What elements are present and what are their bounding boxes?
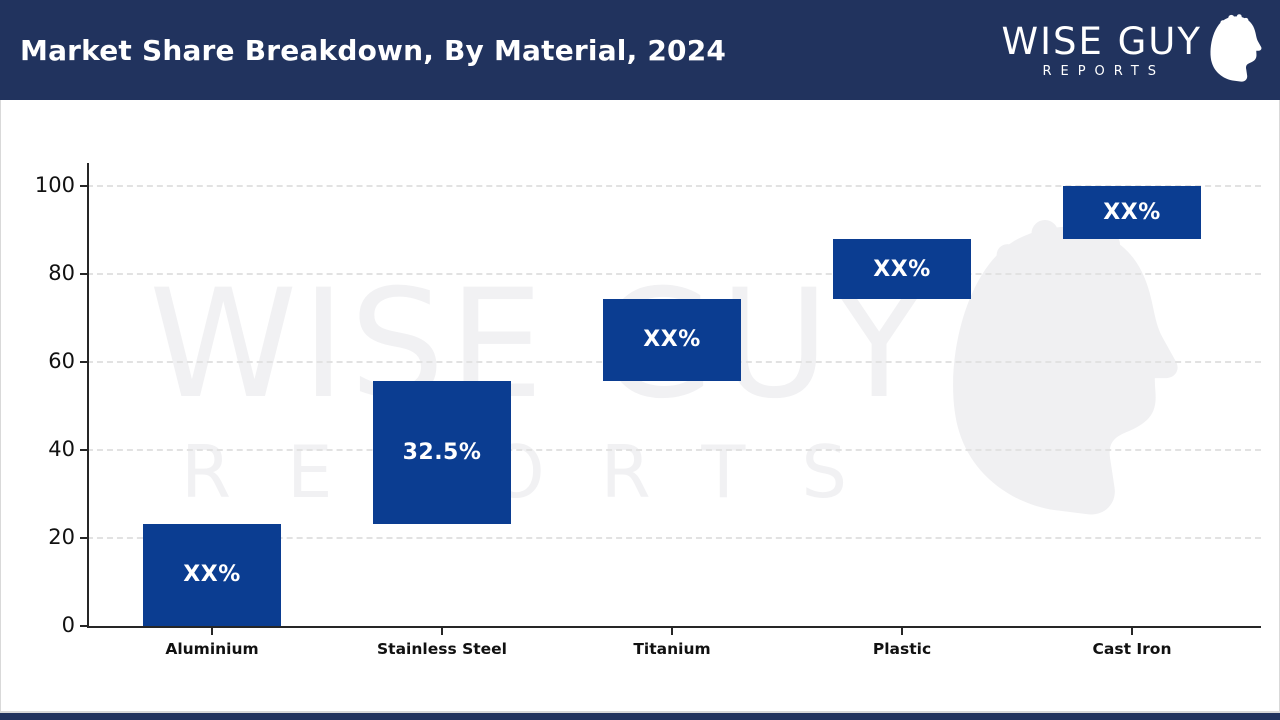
y-tick-mark xyxy=(80,537,88,539)
x-tick-mark xyxy=(441,628,443,635)
bar: XX% xyxy=(143,523,281,626)
bar-value-label: XX% xyxy=(1103,199,1161,225)
x-axis xyxy=(87,626,1261,628)
y-tick-label: 100 xyxy=(34,173,75,197)
bar-value-label: XX% xyxy=(643,327,701,353)
brand-wordmark: WISE GUY REPORTS xyxy=(1002,22,1202,80)
x-category-label: Aluminium xyxy=(165,640,259,658)
x-category-label: Stainless Steel xyxy=(377,640,507,658)
brand-name: WISE GUY xyxy=(1001,20,1202,63)
x-tick-mark xyxy=(1131,628,1133,635)
bar: XX% xyxy=(833,238,971,300)
x-tick-mark xyxy=(211,628,213,635)
y-tick-mark xyxy=(80,273,88,275)
bar: XX% xyxy=(1063,186,1201,239)
y-tick-label: 20 xyxy=(48,525,75,549)
x-category-label: Cast Iron xyxy=(1092,640,1172,658)
footer-accent-bar xyxy=(0,713,1280,720)
y-axis xyxy=(87,163,89,628)
y-tick-label: 60 xyxy=(48,349,75,373)
y-tick-label: 0 xyxy=(61,613,75,637)
gridline xyxy=(87,537,1261,539)
gridline xyxy=(87,185,1261,187)
chart-title: Market Share Breakdown, By Material, 202… xyxy=(20,34,727,67)
bar-value-label: 32.5% xyxy=(402,439,482,465)
y-tick-mark xyxy=(80,361,88,363)
brand-subtitle: REPORTS xyxy=(1042,64,1166,79)
footer-hairline xyxy=(0,711,1280,713)
plot-area: 0 20 40 60 80 100 XX% Aluminium 32.5% Stainless S… xyxy=(1,100,1279,712)
y-tick-label: 80 xyxy=(48,261,75,285)
brand-logo: WISE GUY REPORTS xyxy=(1002,10,1266,92)
y-tick-mark xyxy=(80,185,88,187)
y-tick-mark xyxy=(80,625,88,627)
gridline xyxy=(87,449,1261,451)
y-tick-label: 40 xyxy=(48,437,75,461)
x-tick-mark xyxy=(671,628,673,635)
bar-value-label: XX% xyxy=(183,562,241,588)
x-category-label: Plastic xyxy=(872,640,932,658)
x-category-label: Titanium xyxy=(633,640,711,658)
gridline xyxy=(87,273,1261,275)
y-tick-mark xyxy=(80,449,88,451)
x-tick-mark xyxy=(901,628,903,635)
header-bar: Market Share Breakdown, By Material, 202… xyxy=(0,0,1280,100)
chart-canvas: WISE GUY REPORTS 0 20 40 60 80 100 XX% Aluminiu… xyxy=(0,100,1280,712)
bar: XX% xyxy=(603,299,741,381)
bar: 32.5% xyxy=(373,380,511,524)
bar-value-label: XX% xyxy=(873,256,931,282)
brand-face-icon xyxy=(1210,14,1262,82)
